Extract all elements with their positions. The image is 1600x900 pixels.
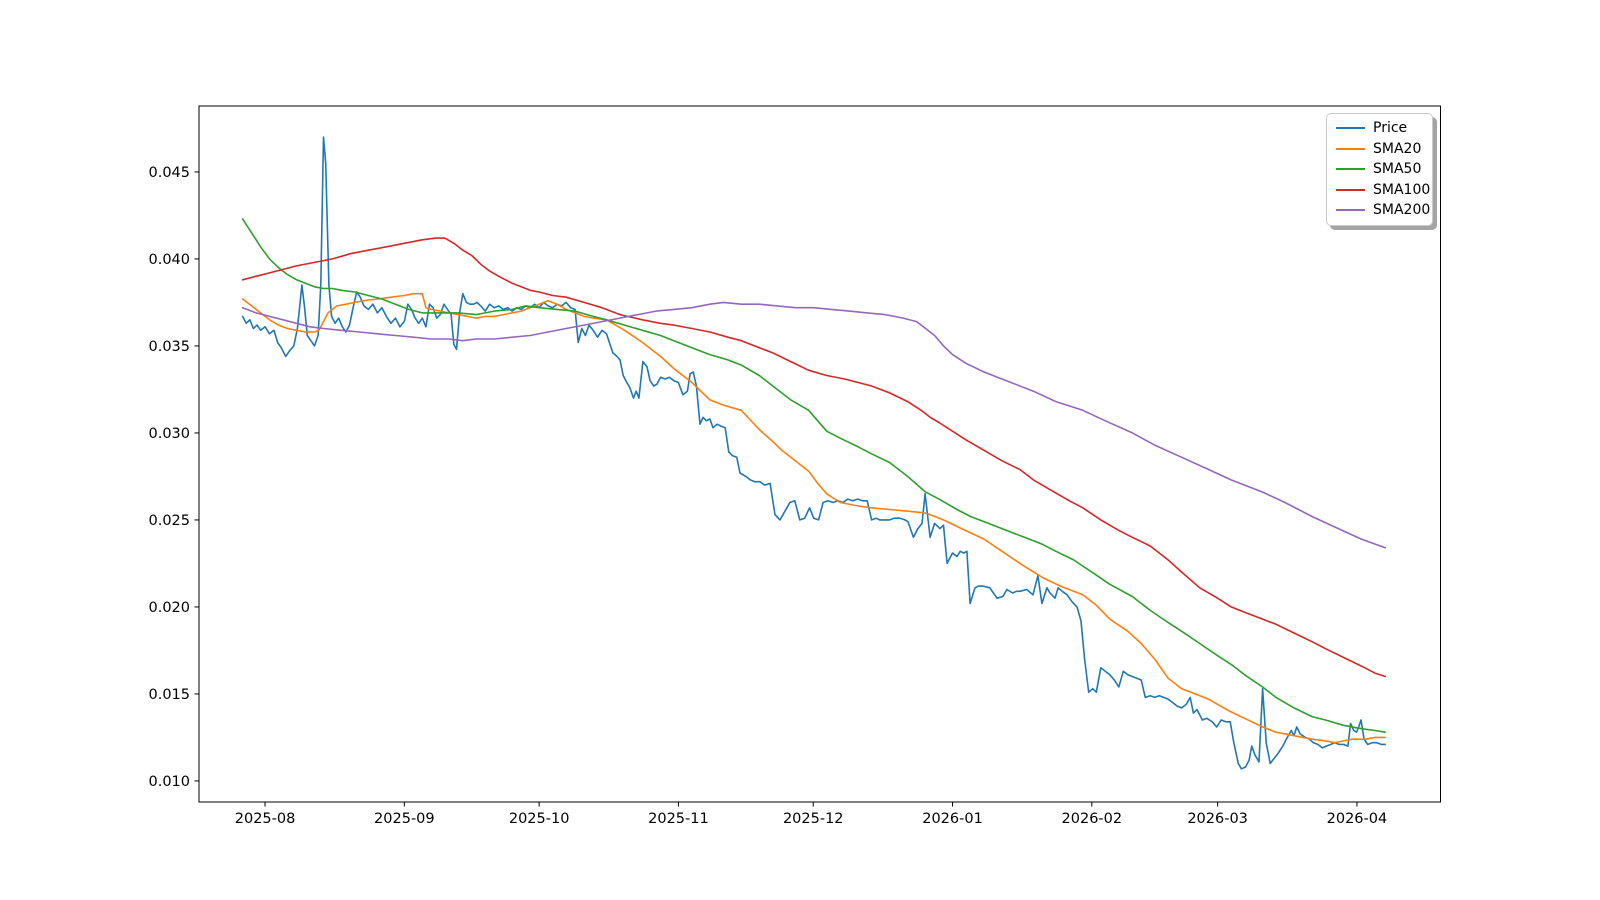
- x-tick-label: 2025-08: [235, 811, 296, 827]
- legend-label-sma100: SMA100: [1373, 181, 1431, 198]
- x-tick-label: 2025-10: [509, 811, 570, 827]
- series-line-sma200: [241, 301, 1386, 549]
- legend-line-sma100-icon: [1336, 188, 1365, 191]
- legend-label-sma20: SMA20: [1373, 140, 1422, 157]
- legend-item-sma200: SMA200: [1336, 200, 1430, 221]
- series-line-sma100: [241, 237, 1386, 678]
- legend-item-price: Price: [1336, 118, 1424, 139]
- legend-item-sma20: SMA20: [1336, 139, 1424, 160]
- y-tick-label: 0.015: [148, 687, 190, 703]
- legend-label-sma200: SMA200: [1373, 202, 1431, 218]
- y-tick-label: 0.040: [148, 252, 190, 268]
- series-line-sma20: [241, 292, 1386, 744]
- x-tick-label: 2026-02: [1062, 811, 1123, 827]
- x-tick-label: 2025-11: [648, 811, 709, 827]
- legend-item-sma50: SMA50: [1336, 159, 1424, 180]
- series-line-price: [241, 136, 1386, 770]
- legend-line-sma20-icon: [1336, 147, 1365, 150]
- x-tick-label: 2025-12: [783, 811, 844, 827]
- legend-item-sma100: SMA100: [1336, 180, 1430, 201]
- legend-line-sma200-icon: [1336, 209, 1365, 212]
- legend-label-sma50: SMA50: [1373, 161, 1422, 177]
- legend-line-sma50-icon: [1336, 168, 1365, 171]
- y-tick-label: 0.025: [148, 513, 190, 529]
- x-tick-label: 2026-01: [922, 811, 983, 827]
- y-tick-label: 0.035: [148, 339, 190, 355]
- legend-label-price: Price: [1373, 120, 1408, 136]
- x-tick-label: 2026-04: [1327, 811, 1388, 827]
- y-tick-label: 0.045: [148, 165, 190, 181]
- legend-line-price-icon: [1336, 127, 1365, 130]
- y-tick-label: 0.010: [148, 774, 190, 790]
- x-tick-label: 2025-09: [374, 811, 435, 827]
- series-line-sma50: [241, 218, 1386, 734]
- y-tick-label: 0.020: [148, 600, 190, 616]
- legend: Price SMA20 SMA50 SMA100 SMA200: [1326, 113, 1433, 226]
- y-tick-label: 0.030: [148, 426, 190, 442]
- plot-border: [198, 105, 1441, 803]
- x-tick-label: 2026-03: [1187, 811, 1248, 827]
